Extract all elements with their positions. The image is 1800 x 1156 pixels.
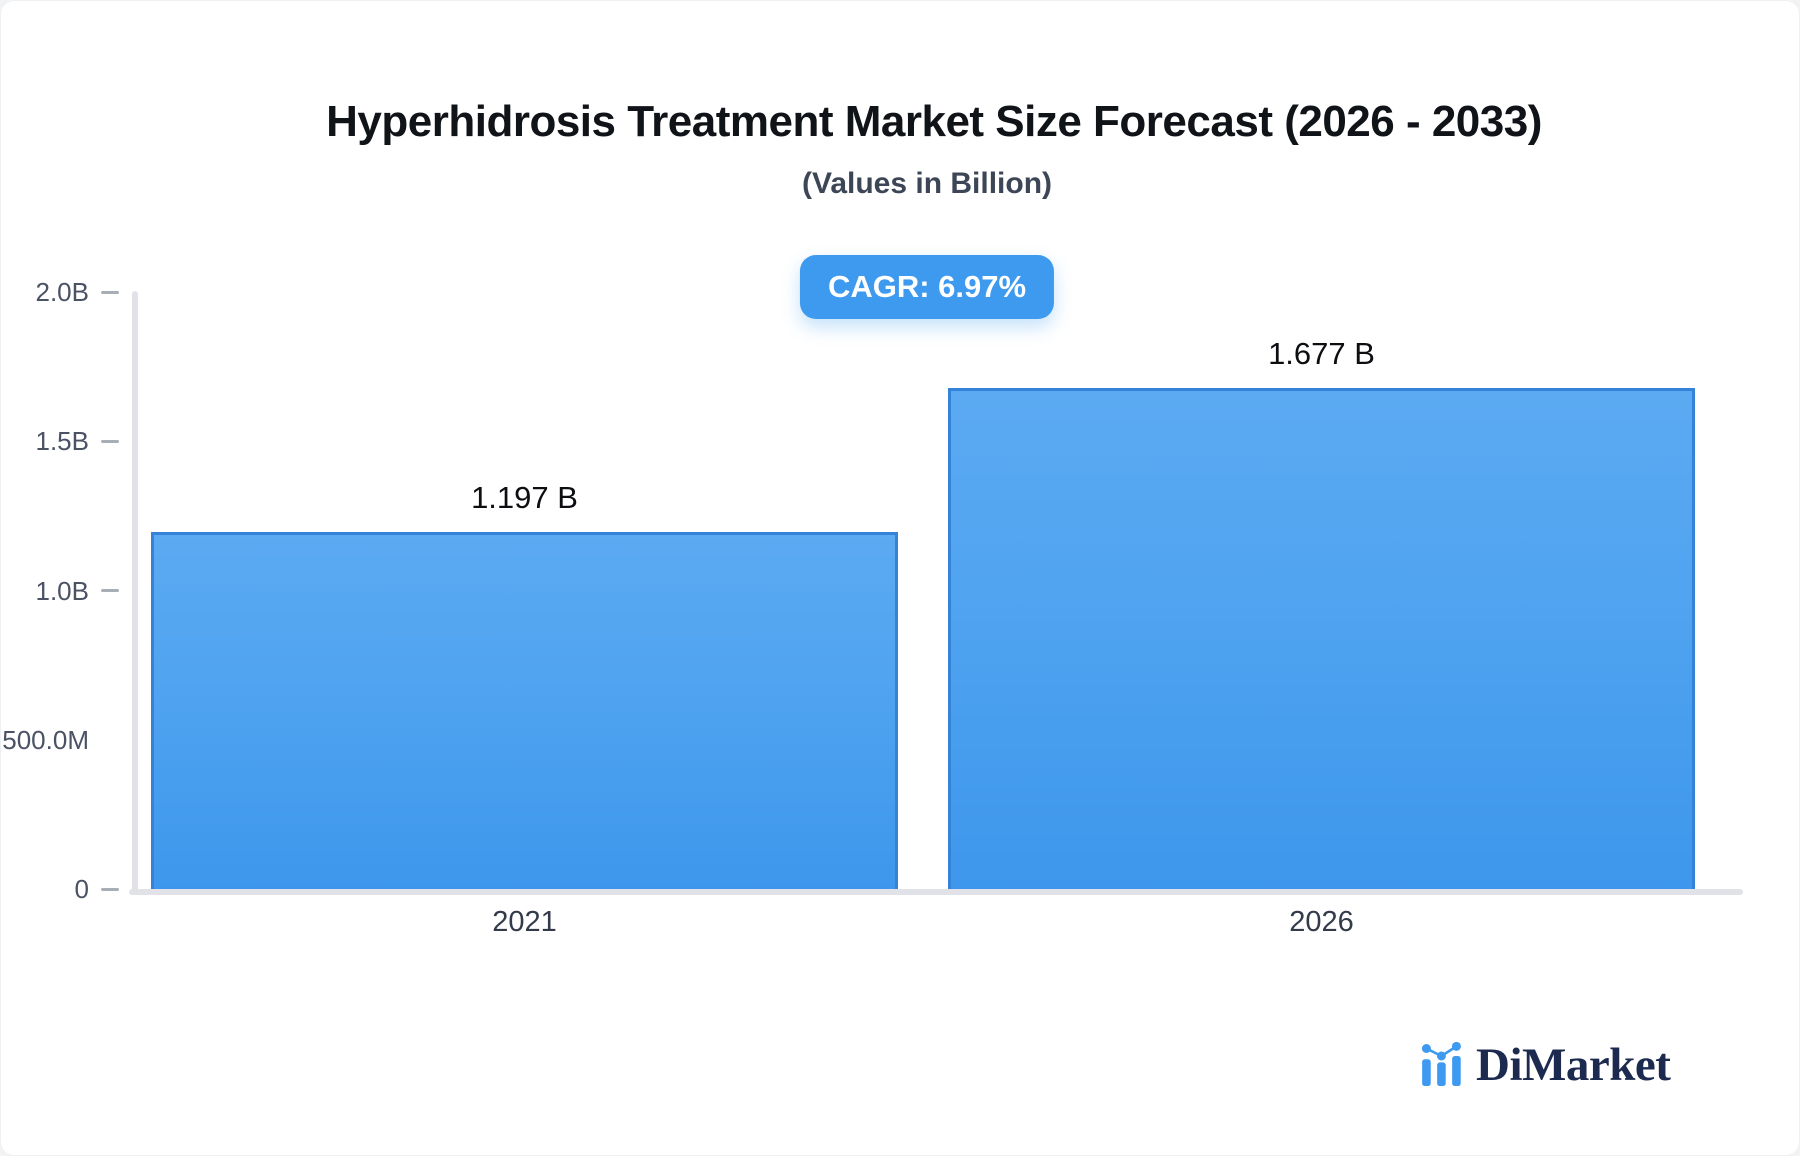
y-axis-label: 1.0B (35, 575, 90, 606)
y-axis-line (132, 291, 138, 895)
y-axis-tick (101, 887, 119, 891)
dimarket-logo: DiMarket (1422, 1039, 1671, 1091)
y-axis-tick (101, 290, 119, 294)
x-axis-label: 2026 (1289, 906, 1354, 938)
y-axis-label: 0 (74, 874, 89, 904)
bar-2026 (948, 388, 1695, 889)
y-axis-tick (101, 439, 119, 443)
chart-subtitle: (Values in Billion) (801, 167, 1053, 200)
y-axis-label: 2.0B (35, 277, 90, 307)
x-axis-label: 2021 (492, 906, 557, 938)
bar-2021 (151, 531, 898, 889)
dimarket-logo-text: DiMarket (1476, 1039, 1671, 1091)
x-axis-line (129, 889, 1743, 895)
dimarket-logo-icon (1422, 1041, 1461, 1086)
bar-value-label: 1.197 B (471, 479, 578, 515)
y-axis-label: 1.5B (35, 426, 90, 457)
chart-title: Hyperhidrosis Treatment Market Size Fore… (326, 97, 1542, 146)
y-axis-label: 500.0M (2, 724, 89, 755)
y-axis-tick (101, 589, 119, 592)
cagr-badge: CAGR: 6.97% (799, 255, 1055, 319)
bar-value-label: 1.677 B (1268, 336, 1375, 372)
